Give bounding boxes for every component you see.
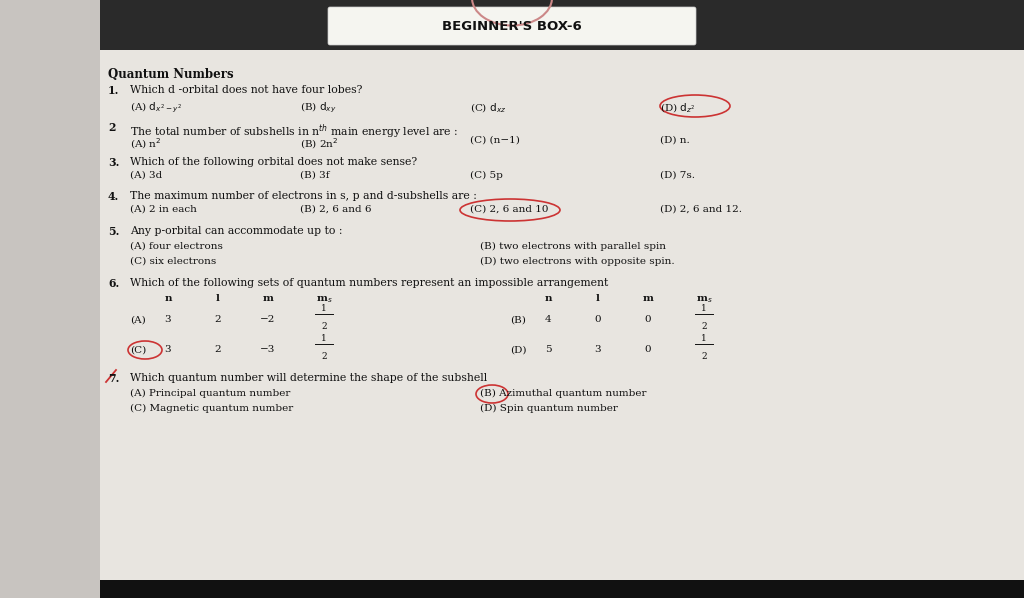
Text: 1: 1: [322, 304, 327, 313]
Text: 5.: 5.: [108, 226, 120, 237]
Text: (C) six electrons: (C) six electrons: [130, 257, 216, 266]
Text: 2: 2: [108, 122, 116, 133]
Text: 0: 0: [595, 316, 601, 325]
Text: Which d -orbital does not have four lobes?: Which d -orbital does not have four lobe…: [130, 85, 362, 95]
Text: l: l: [596, 294, 600, 303]
Text: m$_s$: m$_s$: [315, 294, 333, 305]
Text: m: m: [262, 294, 273, 303]
Bar: [100, 0, 1024, 50]
Text: Quantum Numbers: Quantum Numbers: [108, 68, 233, 81]
Text: 4: 4: [545, 316, 551, 325]
Text: 2: 2: [215, 316, 221, 325]
Text: 2: 2: [701, 322, 707, 331]
Text: (A) n$^2$: (A) n$^2$: [130, 136, 162, 151]
Text: (B) $\mathrm{d}_{xy}$: (B) $\mathrm{d}_{xy}$: [300, 101, 336, 115]
Text: l: l: [216, 294, 220, 303]
Text: −2: −2: [260, 316, 275, 325]
Text: 2: 2: [322, 352, 327, 361]
Text: BEGINNER'S BOX-6: BEGINNER'S BOX-6: [442, 20, 582, 32]
Text: 1: 1: [701, 304, 707, 313]
Text: m: m: [643, 294, 653, 303]
Text: (A) Principal quantum number: (A) Principal quantum number: [130, 389, 291, 398]
Text: Which quantum number will determine the shape of the subshell: Which quantum number will determine the …: [130, 373, 487, 383]
Text: (B) 3f: (B) 3f: [300, 171, 330, 180]
Text: (A) 3d: (A) 3d: [130, 171, 162, 180]
Text: Any p-orbital can accommodate up to :: Any p-orbital can accommodate up to :: [130, 226, 342, 236]
Text: 2: 2: [701, 352, 707, 361]
Text: (A) 2 in each: (A) 2 in each: [130, 205, 197, 214]
Text: The total number of subshells in n$^{th}$ main energy level are :: The total number of subshells in n$^{th}…: [130, 122, 459, 141]
Text: (D) two electrons with opposite spin.: (D) two electrons with opposite spin.: [480, 257, 675, 266]
Text: (D) Spin quantum number: (D) Spin quantum number: [480, 404, 617, 413]
Text: Which of the following sets of quantum numbers represent an impossible arrangeme: Which of the following sets of quantum n…: [130, 278, 608, 288]
Text: (A) $\mathrm{d}_{x^2-y^2}$: (A) $\mathrm{d}_{x^2-y^2}$: [130, 101, 182, 115]
Text: 4.: 4.: [108, 191, 119, 202]
Text: 6.: 6.: [108, 278, 119, 289]
Text: The maximum number of electrons in s, p and d-subshells are :: The maximum number of electrons in s, p …: [130, 191, 477, 201]
Text: (D) 2, 6 and 12.: (D) 2, 6 and 12.: [660, 205, 742, 214]
Text: (C) $\mathrm{d}_{xz}$: (C) $\mathrm{d}_{xz}$: [470, 101, 506, 115]
Text: (B) Azimuthal quantum number: (B) Azimuthal quantum number: [480, 389, 646, 398]
Text: (C): (C): [130, 346, 146, 355]
Text: (A) four electrons: (A) four electrons: [130, 242, 223, 251]
Text: 0: 0: [645, 346, 651, 355]
Text: 2: 2: [322, 322, 327, 331]
Text: (C) Magnetic quantum number: (C) Magnetic quantum number: [130, 404, 293, 413]
Text: 3: 3: [595, 346, 601, 355]
Text: 1.: 1.: [108, 85, 120, 96]
Text: Which of the following orbital does not make sense?: Which of the following orbital does not …: [130, 157, 417, 167]
Text: (C) 2, 6 and 10: (C) 2, 6 and 10: [470, 205, 549, 214]
Text: 1: 1: [322, 334, 327, 343]
Text: m$_s$: m$_s$: [695, 294, 713, 305]
Text: 1: 1: [701, 334, 707, 343]
Text: 0: 0: [645, 316, 651, 325]
Bar: [100, 580, 1024, 598]
Text: (B) 2, 6 and 6: (B) 2, 6 and 6: [300, 205, 372, 214]
Text: 3: 3: [165, 316, 171, 325]
Text: −3: −3: [260, 346, 275, 355]
Text: (B): (B): [510, 316, 526, 325]
Text: 3.: 3.: [108, 157, 120, 168]
Text: (D) $\mathrm{d}_{z^2}$: (D) $\mathrm{d}_{z^2}$: [660, 101, 695, 115]
Text: (C) 5p: (C) 5p: [470, 171, 503, 180]
Text: (B) two electrons with parallel spin: (B) two electrons with parallel spin: [480, 242, 666, 251]
Text: (D) 7s.: (D) 7s.: [660, 171, 695, 180]
Text: (D) n.: (D) n.: [660, 136, 690, 145]
Text: 3: 3: [165, 346, 171, 355]
Text: (C) (n−1): (C) (n−1): [470, 136, 520, 145]
Text: 7.: 7.: [108, 373, 120, 384]
Bar: [100, 50, 1024, 580]
Text: n: n: [164, 294, 172, 303]
FancyBboxPatch shape: [328, 7, 696, 45]
Text: (B) 2n$^2$: (B) 2n$^2$: [300, 136, 338, 151]
Text: (D): (D): [510, 346, 526, 355]
Text: 5: 5: [545, 346, 551, 355]
Text: (A): (A): [130, 316, 145, 325]
Text: 2: 2: [215, 346, 221, 355]
Text: n: n: [544, 294, 552, 303]
